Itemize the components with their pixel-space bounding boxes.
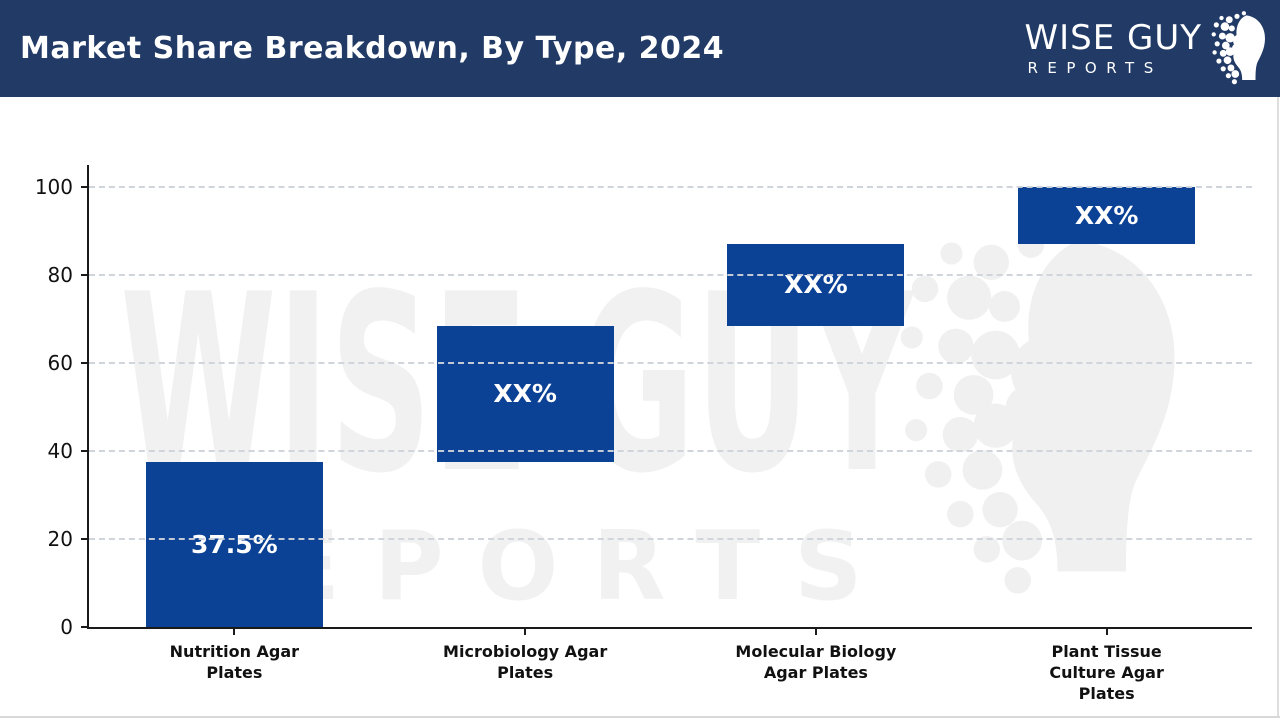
y-axis-tick-label: 100 <box>34 175 73 199</box>
logo-sub-text: REPORTS <box>1027 59 1163 78</box>
y-axis-tick-label: 60 <box>47 351 73 375</box>
x-axis-category-label: Molecular Biology Agar Plates <box>735 642 897 683</box>
bar-segment-3: XX% <box>727 244 905 326</box>
x-axis-category-label: Plant Tissue Culture Agar Plates <box>1049 642 1164 704</box>
gridline <box>89 362 1252 364</box>
x-axis-tick <box>1105 627 1108 635</box>
y-axis-tick <box>81 626 89 628</box>
watermark-head-icon <box>900 218 1175 594</box>
y-axis-tick-label: 0 <box>60 615 73 639</box>
x-axis-category-label: Microbiology Agar Plates <box>443 642 608 683</box>
y-axis-tick-label: 20 <box>47 527 73 551</box>
bar-segment-4: XX% <box>1018 187 1196 245</box>
x-axis-tick <box>814 627 817 635</box>
y-axis-tick <box>81 450 89 452</box>
gridline <box>89 274 1252 276</box>
gridline <box>89 538 1252 540</box>
bar-value-label: XX% <box>493 379 557 409</box>
y-axis-tick-label: 80 <box>47 263 73 287</box>
y-axis-tick <box>81 538 89 540</box>
x-axis-category-label: Nutrition Agar Plates <box>169 642 300 683</box>
page-title: Market Share Breakdown, By Type, 2024 <box>20 31 725 66</box>
y-axis-tick <box>81 186 89 188</box>
gridline <box>89 450 1252 452</box>
x-axis-tick <box>233 627 236 635</box>
header-bar: Market Share Breakdown, By Type, 2024 WI… <box>0 0 1280 97</box>
y-axis-tick-label: 40 <box>47 439 73 463</box>
y-axis-spine <box>87 165 89 629</box>
x-axis-spine <box>87 627 1252 629</box>
brand-logo: WISE GUY REPORTS <box>1024 6 1268 92</box>
x-axis-tick <box>524 627 527 635</box>
bar-segment-1: 37.5% <box>145 462 323 627</box>
logo-brand-text: WISE GUY <box>1024 17 1202 58</box>
bottom-divider <box>0 716 1280 718</box>
bar-value-label: XX% <box>1074 201 1139 231</box>
bar-segment-2: XX% <box>436 325 614 462</box>
y-axis-tick <box>81 274 89 276</box>
gridline <box>89 186 1252 188</box>
y-axis-tick <box>81 362 89 364</box>
bar-value-label: 37.5% <box>191 530 278 559</box>
right-edge-divider <box>1277 97 1279 717</box>
logo-head-icon <box>1211 11 1266 85</box>
